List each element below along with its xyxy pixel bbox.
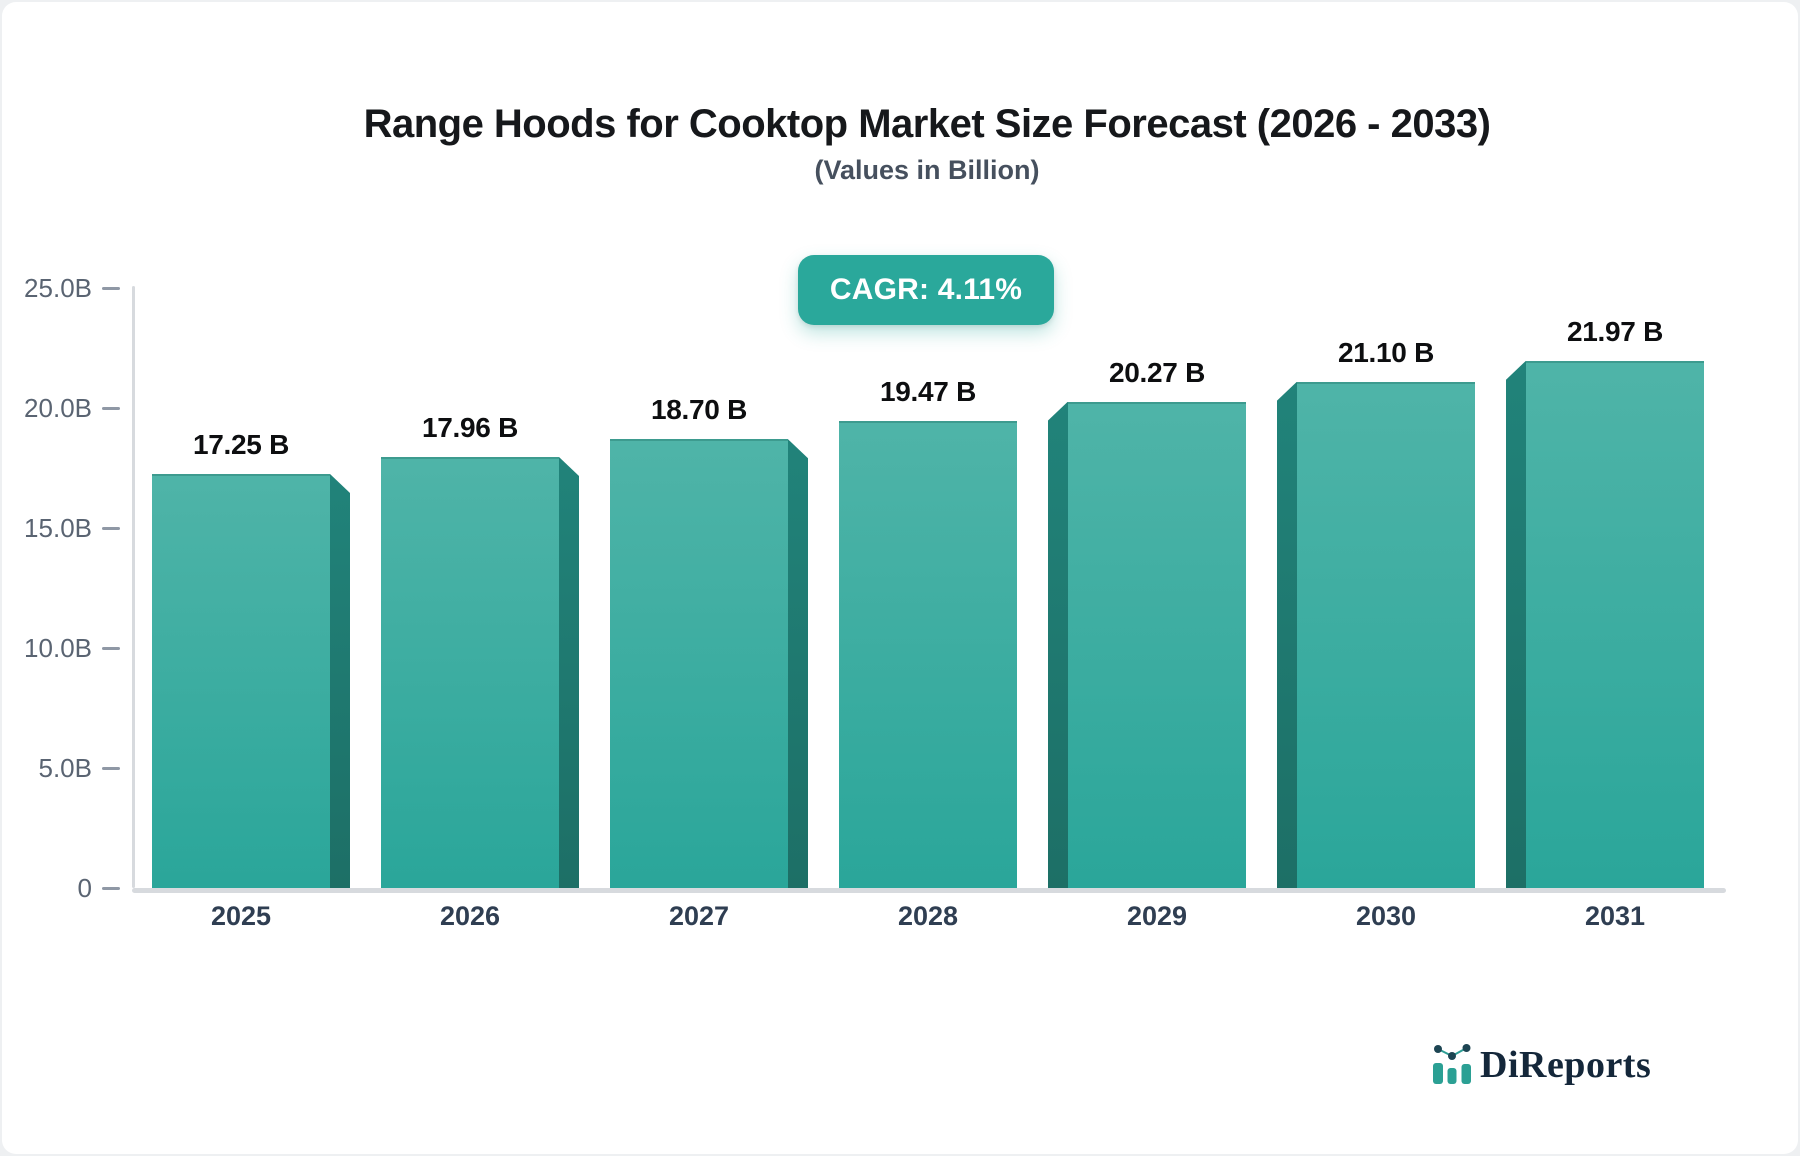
bar-face-2030 [1297,381,1475,888]
x-axis-label-2025: 2025 [210,901,272,931]
x-axis [132,888,1726,893]
logo-text: DiReports [1480,1044,1652,1086]
y-tick-dash [102,527,120,530]
bar-side-2029 [1048,401,1068,888]
y-tick-dash [102,647,120,650]
bar-value-label-2027: 18.70 B [651,394,747,426]
bar-value-label-2028: 19.47 B [880,375,976,407]
bar-value-label-2030: 21.10 B [1338,336,1434,368]
bar-value-label-2026: 17.96 B [422,411,518,443]
x-axis-label-2031: 2031 [1584,901,1646,931]
x-axis-label-2030: 2030 [1355,901,1417,931]
bar-side-2030 [1277,381,1297,888]
logo-icon [1433,1044,1471,1084]
y-tick-label: 25.0B [24,273,92,303]
bar-side-2027 [788,439,808,888]
bar-face-2028 [839,420,1017,888]
bar-face-2026 [381,456,559,888]
y-tick-dash [102,407,120,410]
bar-value-label-2029: 20.27 B [1109,356,1205,388]
y-tick-label: 20.0B [24,393,92,423]
x-axis-label-2029: 2029 [1126,901,1188,931]
cagr-badge: CAGR: 4.11% [798,255,1054,325]
bar-value-label-2031: 21.97 B [1567,315,1663,347]
x-axis-label-2026: 2026 [439,901,501,931]
bar-side-2025 [330,474,350,888]
x-axis-label-2027: 2027 [668,901,730,931]
bar-side-2031 [1506,360,1526,888]
bar-value-label-2025: 17.25 B [193,429,289,460]
chart-subtitle: (Values in Billion) [814,155,1040,185]
bar-face-2029 [1068,401,1246,888]
y-tick-label: 10.0B [24,633,92,663]
y-tick-dash [102,887,120,890]
y-tick-label: 5.0B [38,753,93,783]
bar-side-2026 [559,456,579,888]
bar-face-2027 [610,439,788,888]
direports-logo: DiReports [1432,1038,1777,1100]
y-axis [132,286,135,888]
y-tick-label: 0 [77,873,92,903]
y-tick-dash [102,287,120,290]
y-tick-label: 15.0B [24,513,92,543]
y-tick-dash [102,767,120,770]
chart-title: Range Hoods for Cooktop Market Size Fore… [363,102,1491,146]
bar-face-2031 [1526,360,1704,888]
bar-face-2025 [152,474,330,888]
x-axis-label-2028: 2028 [897,901,959,931]
